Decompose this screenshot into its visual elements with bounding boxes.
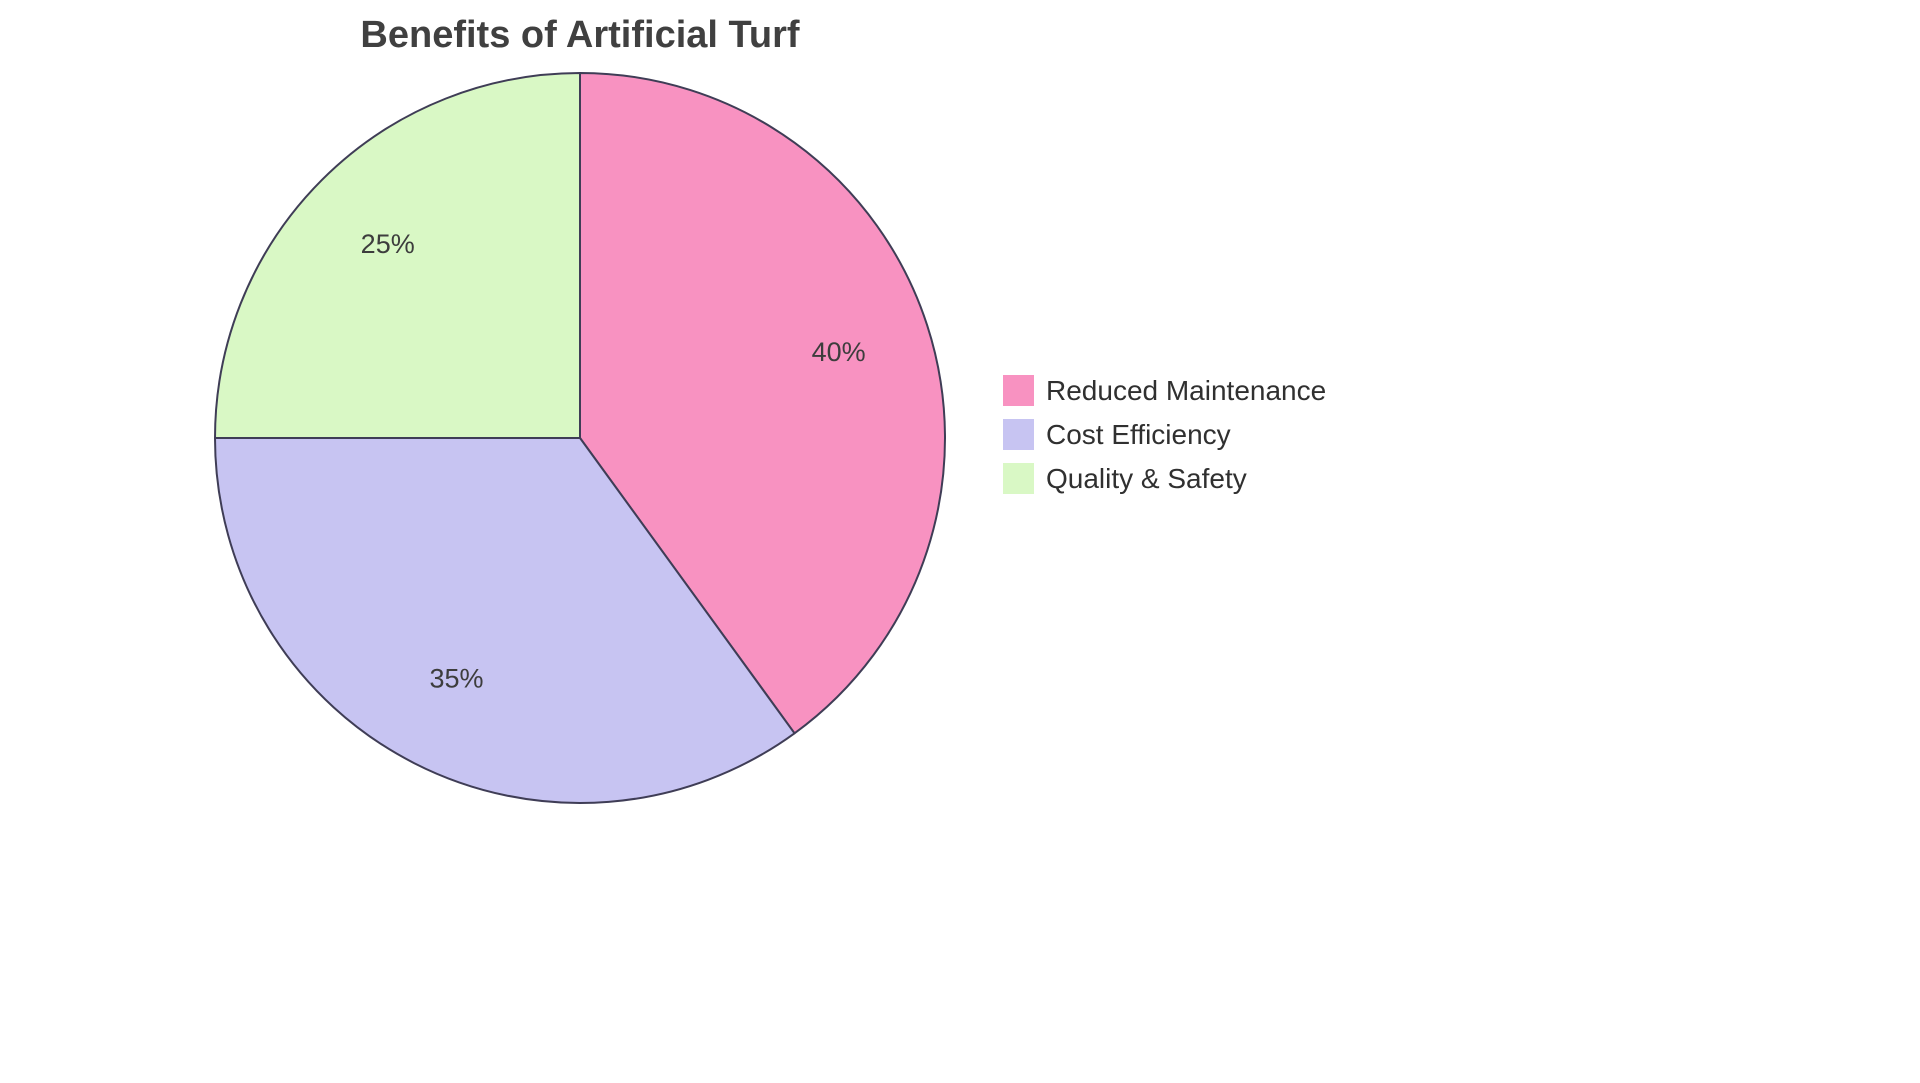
- pie-slice-reduced-maintenance: [579, 72, 946, 735]
- legend-swatch-quality-safety: [1003, 463, 1034, 494]
- legend-swatch-reduced-maintenance: [1003, 375, 1034, 406]
- legend-label-quality-safety: Quality & Safety: [1046, 463, 1247, 494]
- pie-slice-percent-label-quality-safety: 25%: [361, 229, 415, 259]
- chart-title: Benefits of Artificial Turf: [360, 14, 799, 56]
- legend-swatch-cost-efficiency: [1003, 419, 1034, 450]
- pie-slice-percent-label-cost-efficiency: 35%: [429, 663, 483, 693]
- legend-label-cost-efficiency: Cost Efficiency: [1046, 419, 1231, 450]
- pie-slice-cost-efficiency: [214, 437, 796, 804]
- legend-label-reduced-maintenance: Reduced Maintenance: [1046, 375, 1326, 406]
- pie-slices-group: 40% 35% 25%: [214, 72, 946, 804]
- pie-slice-quality-safety: [214, 72, 581, 439]
- pie-slice-percent-label-reduced-maintenance: 40%: [812, 337, 866, 367]
- legend: Reduced Maintenance Cost Efficiency Qualit…: [1003, 375, 1326, 494]
